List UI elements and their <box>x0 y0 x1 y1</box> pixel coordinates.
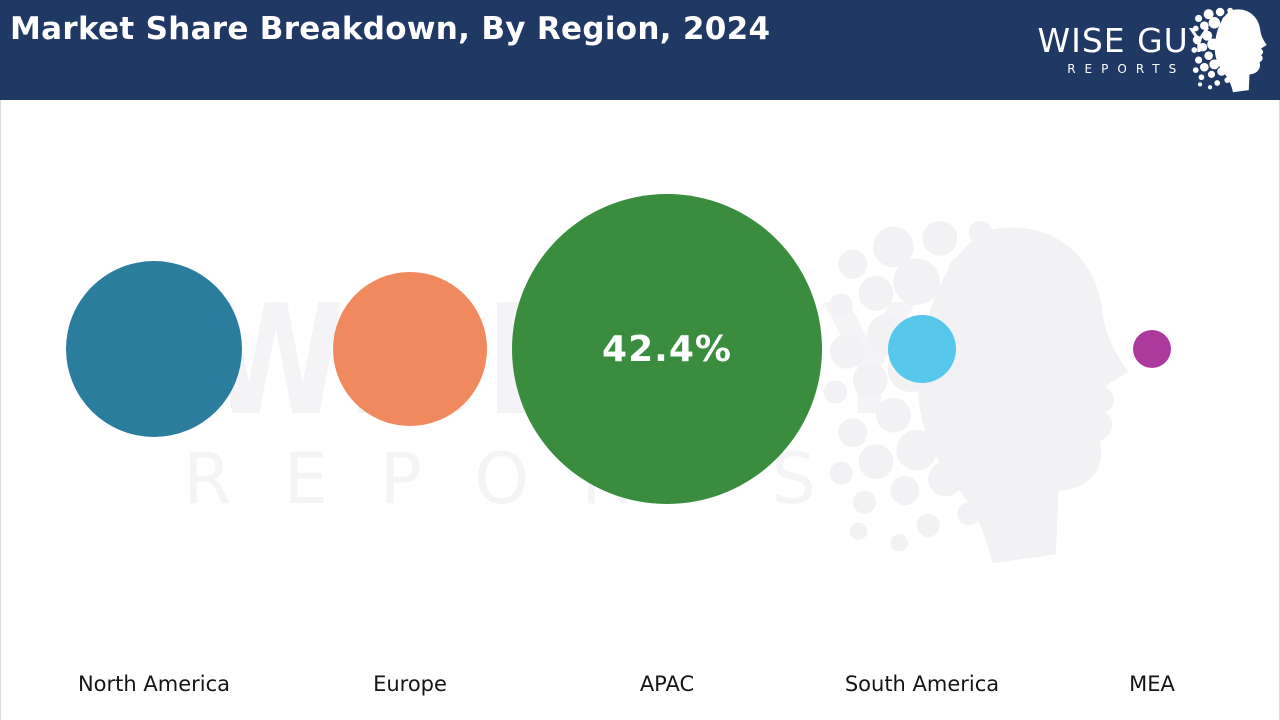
bubble-value-label: 42.4% <box>602 328 732 370</box>
logo-subtitle: REPORTS <box>1067 61 1186 76</box>
bubble-south-america <box>888 315 956 383</box>
brand-logo-text: WISE GUY REPORTS <box>1037 24 1210 76</box>
category-label-mea: MEA <box>1129 672 1175 696</box>
bubble-chart-area: WISE GUY REPORTS 42.4% North AmericaEuro… <box>0 100 1280 720</box>
category-label-south-america: South America <box>844 672 1000 696</box>
bubble-north-america <box>66 261 242 437</box>
category-label-apac: APAC <box>639 672 695 696</box>
bubble-europe <box>333 272 487 426</box>
watermark-head-icon <box>813 218 1171 566</box>
logo-wordmark: WISE GUY <box>1037 21 1210 61</box>
category-label-europe: Europe <box>373 672 447 696</box>
page-title: Market Share Breakdown, By Region, 2024 <box>10 11 771 47</box>
bubble-mea <box>1133 330 1171 368</box>
header-bar: Market Share Breakdown, By Region, 2024 … <box>0 0 1280 100</box>
brand-logo: WISE GUY REPORTS <box>1037 0 1280 100</box>
category-label-north-america: North America <box>77 672 231 696</box>
bubble-apac: 42.4% <box>512 194 822 504</box>
